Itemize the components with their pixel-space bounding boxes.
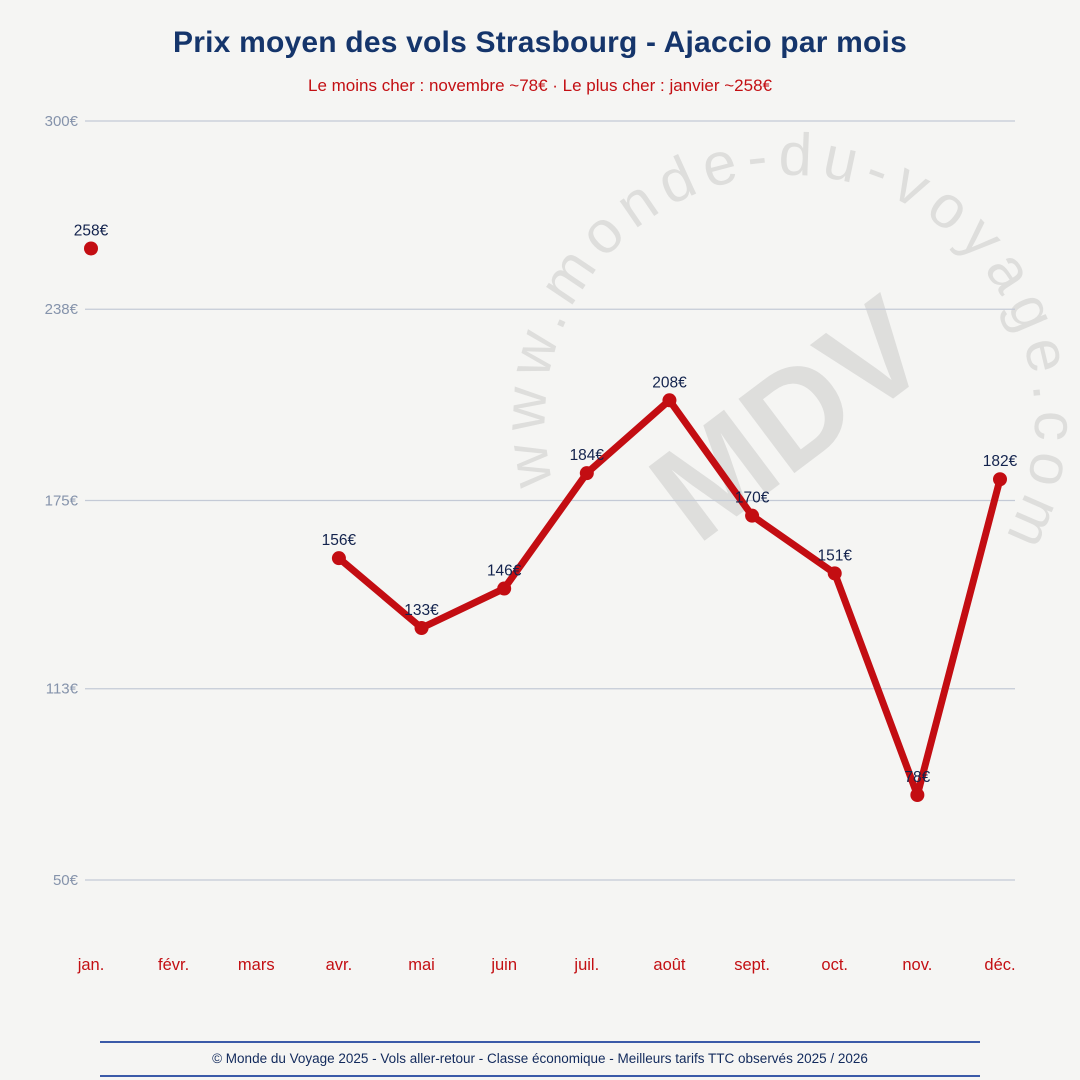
point-label: 208€ [652, 374, 687, 391]
point-label: 146€ [487, 563, 522, 580]
y-axis-tick-label: 113€ [46, 681, 79, 698]
point-label: 170€ [735, 490, 770, 507]
x-axis-tick-label: jan. [77, 956, 105, 974]
data-point [84, 241, 98, 256]
point-label: 258€ [74, 223, 109, 240]
y-axis-tick-label: 50€ [53, 872, 79, 889]
point-label: 156€ [322, 532, 357, 549]
footer-text: © Monde du Voyage 2025 - Vols aller-reto… [212, 1051, 868, 1066]
y-axis-tick-label: 300€ [45, 113, 79, 130]
point-label: 184€ [570, 447, 605, 464]
y-axis-tick-label: 238€ [45, 301, 79, 318]
x-axis-tick-label: déc. [984, 956, 1015, 974]
data-point [745, 508, 760, 523]
chart-subtitle: Le moins cher : novembre ~78€ · Le plus … [308, 76, 772, 95]
data-point [497, 581, 512, 596]
point-label: 78€ [904, 769, 930, 786]
data-point [414, 621, 429, 636]
point-label: 151€ [817, 547, 852, 564]
x-axis-tick-label: oct. [821, 956, 848, 974]
price-line [335, 396, 1004, 799]
data-point [827, 566, 842, 581]
chart-title: Prix moyen des vols Strasbourg - Ajaccio… [173, 26, 907, 59]
y-axis-tick-label: 175€ [45, 493, 79, 510]
x-axis-tick-label: juil. [573, 956, 599, 974]
data-point [331, 551, 346, 566]
x-axis-tick-label: juin [490, 956, 517, 974]
point-label: 182€ [983, 453, 1018, 470]
point-label: 133€ [404, 602, 439, 619]
data-point [993, 472, 1007, 487]
x-axis-tick-label: mars [238, 956, 275, 974]
footer-divider-top [100, 1041, 980, 1043]
data-point [579, 466, 594, 481]
x-axis-tick-label: févr. [158, 956, 189, 974]
x-axis-tick-label: sept. [734, 956, 770, 974]
data-point [910, 787, 925, 802]
x-axis-tick-label: avr. [326, 956, 353, 974]
x-axis-tick-label: mai [408, 956, 435, 974]
footer: © Monde du Voyage 2025 - Vols aller-reto… [100, 1041, 980, 1077]
footer-divider-bottom [100, 1075, 980, 1077]
x-axis-tick-label: août [653, 956, 686, 974]
x-axis-tick-label: nov. [902, 956, 932, 974]
data-point [662, 393, 677, 408]
